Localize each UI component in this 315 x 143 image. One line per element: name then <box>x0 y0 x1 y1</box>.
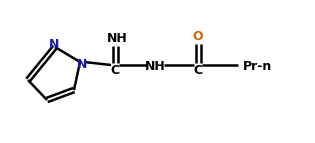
Text: NH: NH <box>145 59 165 73</box>
Text: N: N <box>49 37 59 50</box>
Text: C: C <box>111 64 120 78</box>
Text: N: N <box>77 58 87 72</box>
Text: C: C <box>193 64 203 78</box>
Text: O: O <box>193 30 203 43</box>
Text: Pr-n: Pr-n <box>243 59 272 73</box>
Text: NH: NH <box>106 32 127 45</box>
